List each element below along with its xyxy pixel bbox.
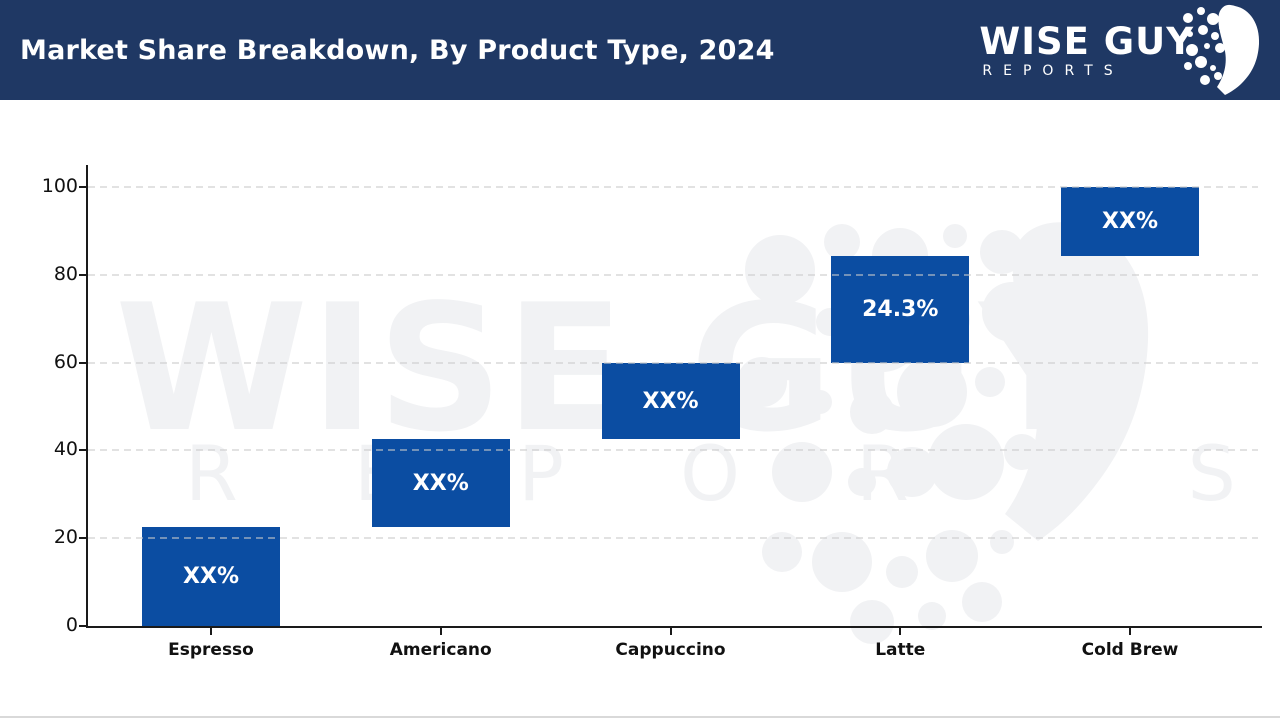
gridline — [88, 273, 1258, 276]
logo-line1: WISE GUY — [979, 19, 1194, 63]
y-tick-label: 80 — [53, 262, 78, 285]
y-tick-mark — [79, 186, 87, 188]
gridline — [88, 361, 1258, 364]
x-category-label-americano: Americano — [389, 640, 492, 660]
x-tick-mark — [1129, 628, 1131, 635]
y-tick-mark — [79, 537, 87, 540]
x-category-label-cold-brew: Cold Brew — [1081, 640, 1179, 660]
bar-value-label-cappuccino: XX% — [642, 388, 699, 414]
y-tick-mark — [79, 361, 87, 364]
bar-espresso: XX% — [142, 527, 280, 626]
y-tick-label: 100 — [41, 175, 78, 197]
y-tick-label: 0 — [65, 614, 78, 636]
x-tick-mark — [899, 628, 902, 635]
bar-value-label-espresso: XX% — [183, 564, 239, 590]
y-tick-label: 40 — [53, 438, 78, 461]
wiseguy-logo-text: WISE GUY REPORTS — [979, 23, 1194, 78]
bar-cappuccino: XX% — [601, 362, 740, 440]
bar-latte: 24.3% — [831, 255, 970, 363]
page-title: Market Share Breakdown, By Product Type,… — [20, 34, 775, 66]
wiseguy-head-icon — [1183, 4, 1260, 96]
x-tick-mark — [439, 628, 442, 635]
bar-value-label-latte: 24.3% — [862, 296, 939, 322]
y-tick-mark — [79, 449, 87, 452]
x-tick-mark — [210, 628, 212, 635]
wiseguy-logo: WISE GUY REPORTS — [979, 4, 1266, 96]
x-category-label-latte: Latte — [875, 640, 926, 660]
gridline — [88, 537, 1258, 540]
y-tick-label: 20 — [53, 526, 78, 549]
x-tick-mark — [669, 628, 672, 635]
bar-americano: XX% — [371, 439, 510, 528]
y-tick-label: 60 — [53, 350, 78, 373]
logo-line2: REPORTS — [982, 62, 1124, 79]
y-tick-mark — [79, 625, 87, 627]
bar-value-label-cold-brew: XX% — [1102, 208, 1158, 234]
bar-cold-brew: XX% — [1061, 187, 1199, 256]
gridline — [88, 449, 1258, 452]
x-category-label-cappuccino: Cappuccino — [615, 640, 726, 660]
bottom-border — [0, 716, 1280, 718]
x-category-label-espresso: Espresso — [168, 640, 254, 660]
gridline — [88, 186, 1258, 188]
y-tick-mark — [79, 273, 87, 276]
x-axis-line — [86, 626, 1262, 628]
bar-value-label-americano: XX% — [412, 470, 469, 496]
header-bar: Market Share Breakdown, By Product Type,… — [0, 0, 1280, 100]
y-axis-line — [86, 165, 88, 627]
